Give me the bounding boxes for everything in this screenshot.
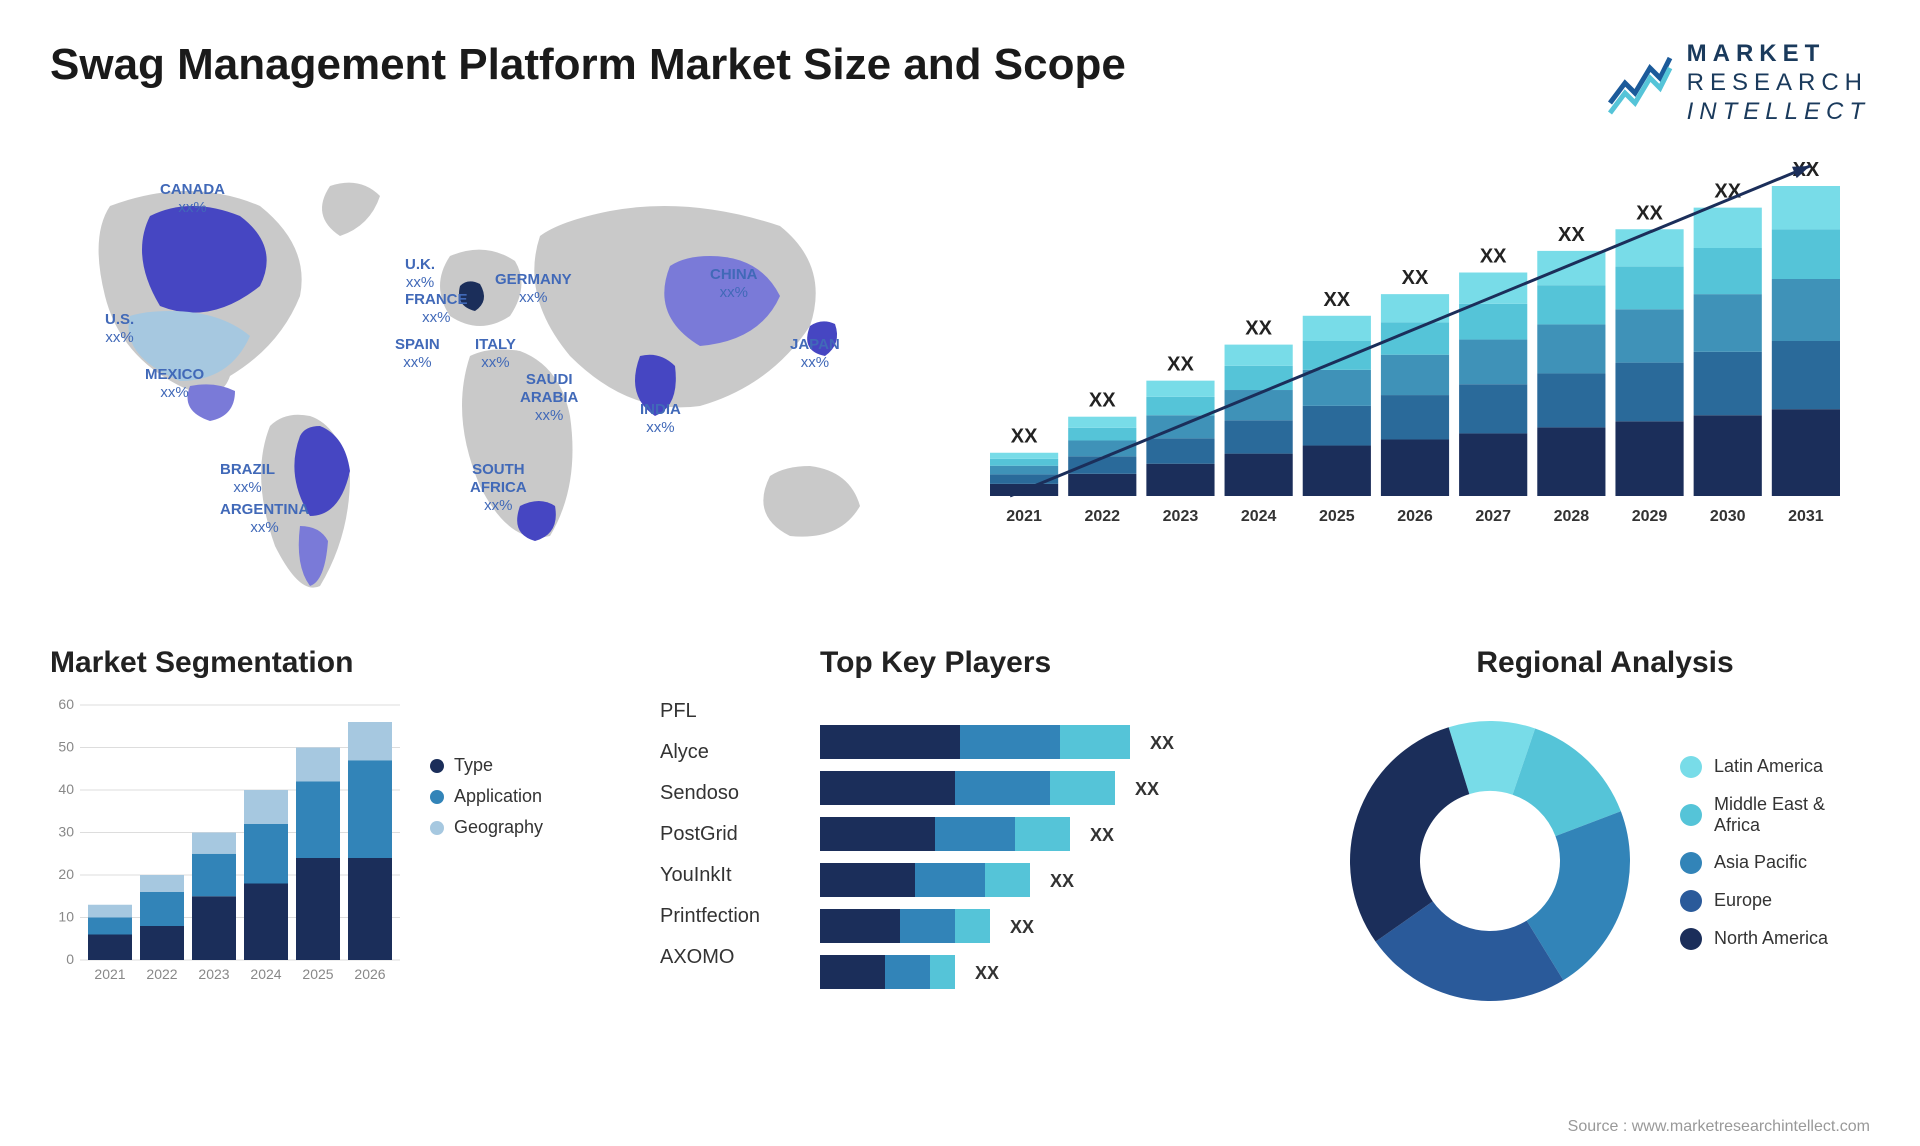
source-citation: Source : www.marketresearchintellect.com xyxy=(1568,1118,1870,1136)
regional-legend-item: Asia Pacific xyxy=(1680,852,1870,874)
map-label-germany: GERMANYxx% xyxy=(495,271,572,307)
svg-text:XX: XX xyxy=(1011,426,1038,448)
svg-text:30: 30 xyxy=(58,824,74,840)
regional-legend-item: Europe xyxy=(1680,890,1870,912)
segmentation-chart: 0 10 20 30 40 50 60 2021 2022 2023 2024 2025 2026 xyxy=(50,695,400,995)
map-label-brazil: BRAZILxx% xyxy=(220,461,275,497)
svg-text:2030: 2030 xyxy=(1710,508,1746,525)
svg-text:2023: 2023 xyxy=(198,966,229,982)
map-label-mexico: MEXICOxx% xyxy=(145,366,204,402)
segmentation-legend-item: Type xyxy=(430,755,620,776)
segmentation-legend: Type Application Geography xyxy=(430,695,620,1026)
regional-legend-item: Middle East &Africa xyxy=(1680,794,1870,836)
svg-text:2022: 2022 xyxy=(146,966,177,982)
map-label-u-s-: U.S.xx% xyxy=(105,311,134,347)
regional-legend-item: North America xyxy=(1680,928,1870,950)
svg-text:10: 10 xyxy=(58,909,74,925)
svg-text:XX: XX xyxy=(975,963,999,983)
svg-text:XX: XX xyxy=(1135,779,1159,799)
svg-text:50: 50 xyxy=(58,739,74,755)
segmentation-title: Market Segmentation xyxy=(50,646,620,680)
svg-text:XX: XX xyxy=(1090,825,1114,845)
player-name: Printfection xyxy=(660,905,800,928)
map-label-italy: ITALYxx% xyxy=(475,336,516,372)
svg-text:XX: XX xyxy=(1323,289,1350,311)
key-players-title: Top Key Players xyxy=(820,646,1300,680)
svg-text:XX: XX xyxy=(1245,318,1272,340)
svg-text:20: 20 xyxy=(58,866,74,882)
world-map-panel: CANADAxx% U.S.xx% MEXICOxx% BRAZILxx% ARGENT… xyxy=(50,156,920,606)
map-label-china: CHINAxx% xyxy=(710,266,758,302)
svg-text:XX: XX xyxy=(1558,224,1585,246)
svg-text:XX: XX xyxy=(1050,871,1074,891)
svg-text:2025: 2025 xyxy=(302,966,333,982)
svg-text:2029: 2029 xyxy=(1632,508,1668,525)
svg-text:2024: 2024 xyxy=(1241,508,1277,525)
segmentation-panel: Market Segmentation 0 10 20 30 40 50 60 2021 202… xyxy=(50,646,620,1026)
growth-chart-panel: XX 2021 XX 2022 XX 2023 XX 2024 XX 2025 XX 2026 XX 20… xyxy=(980,156,1870,606)
player-name: PFL xyxy=(660,700,800,723)
svg-text:2025: 2025 xyxy=(1319,508,1355,525)
growth-chart: XX 2021 XX 2022 XX 2023 XX 2024 XX 2025 XX 2026 XX 20… xyxy=(980,156,1850,606)
svg-text:0: 0 xyxy=(66,951,74,967)
svg-text:2021: 2021 xyxy=(1006,508,1042,525)
player-name: PostGrid xyxy=(660,823,800,846)
svg-text:2031: 2031 xyxy=(1788,508,1824,525)
svg-text:XX: XX xyxy=(1010,917,1034,937)
key-players-panel: Top Key Players PFL Alyce Sendoso PostGrid Y… xyxy=(660,646,1300,1026)
player-name: Alyce xyxy=(660,741,800,764)
key-players-name-list: PFL Alyce Sendoso PostGrid YouInkIt Printfect… xyxy=(660,695,800,1030)
key-players-chart: XX XX XX XX XX XX xyxy=(820,725,1280,1025)
svg-text:XX: XX xyxy=(1402,268,1429,290)
header: Swag Management Platform Market Size and… xyxy=(50,40,1870,126)
player-name: AXOMO xyxy=(660,946,800,969)
map-label-u-k-: U.K.xx% xyxy=(405,256,435,292)
page-title: Swag Management Platform Market Size and… xyxy=(50,40,1126,90)
svg-text:2026: 2026 xyxy=(1397,508,1433,525)
svg-text:XX: XX xyxy=(1167,354,1194,376)
map-label-saudi-arabia: SAUDIARABIAxx% xyxy=(520,371,578,425)
segmentation-legend-item: Geography xyxy=(430,817,620,838)
svg-text:2024: 2024 xyxy=(250,966,281,982)
svg-text:40: 40 xyxy=(58,781,74,797)
regional-panel: Regional Analysis Latin America Middle Ea… xyxy=(1340,646,1870,1026)
svg-text:XX: XX xyxy=(1089,390,1116,412)
logo-icon xyxy=(1605,48,1675,118)
regional-donut xyxy=(1340,711,1640,1011)
svg-text:2023: 2023 xyxy=(1163,508,1199,525)
player-name: YouInkIt xyxy=(660,864,800,887)
map-label-south-africa: SOUTHAFRICAxx% xyxy=(470,461,527,515)
map-label-argentina: ARGENTINAxx% xyxy=(220,501,309,537)
map-label-spain: SPAINxx% xyxy=(395,336,440,372)
map-label-france: FRANCExx% xyxy=(405,291,468,327)
svg-text:2026: 2026 xyxy=(354,966,385,982)
segmentation-legend-item: Application xyxy=(430,786,620,807)
svg-text:2028: 2028 xyxy=(1554,508,1590,525)
map-label-canada: CANADAxx% xyxy=(160,181,225,217)
map-label-japan: JAPANxx% xyxy=(790,336,840,372)
player-name: Sendoso xyxy=(660,782,800,805)
svg-text:XX: XX xyxy=(1480,246,1507,268)
map-label-india: INDIAxx% xyxy=(640,401,681,437)
svg-text:2022: 2022 xyxy=(1084,508,1120,525)
logo-text: MARKET RESEARCH INTELLECT xyxy=(1687,40,1870,126)
regional-legend: Latin America Middle East &Africa Asia Pac… xyxy=(1680,756,1870,966)
regional-legend-item: Latin America xyxy=(1680,756,1870,778)
svg-text:XX: XX xyxy=(1150,733,1174,753)
svg-text:60: 60 xyxy=(58,696,74,712)
svg-text:2021: 2021 xyxy=(94,966,125,982)
svg-text:XX: XX xyxy=(1636,203,1663,225)
regional-title: Regional Analysis xyxy=(1476,646,1733,680)
svg-text:2027: 2027 xyxy=(1475,508,1511,525)
brand-logo: MARKET RESEARCH INTELLECT xyxy=(1605,40,1870,126)
